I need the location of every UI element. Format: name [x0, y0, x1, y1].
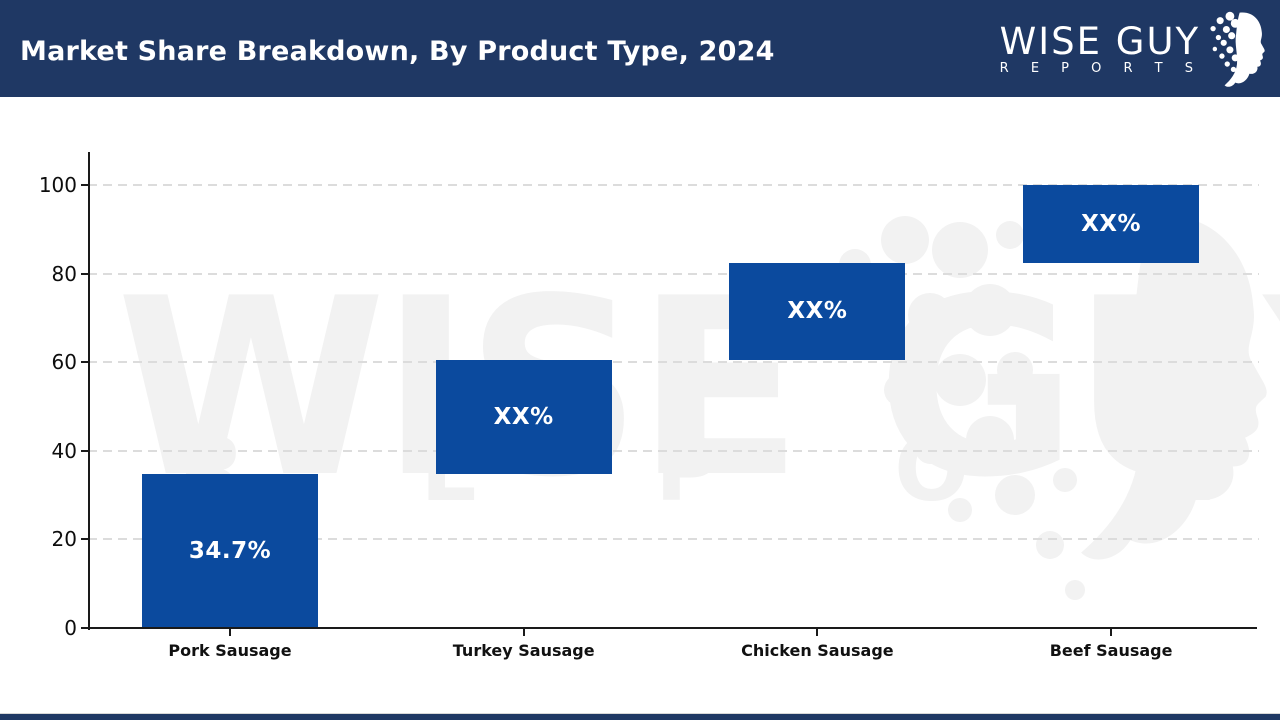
gridline-40 — [88, 449, 1259, 452]
x-tick-3 — [816, 628, 819, 636]
gridline-100 — [88, 184, 1259, 186]
header-bar: Market Share Breakdown, By Product Type,… — [0, 0, 1280, 97]
x-tick-label-pork-sausage: Pork Sausage — [168, 641, 292, 660]
y-tick-100 — [81, 184, 88, 186]
x-tick-label-chicken-sausage: Chicken Sausage — [741, 641, 894, 660]
x-tick-4 — [1110, 628, 1113, 636]
y-tick-label: 20 — [51, 527, 77, 551]
y-tick-label: 80 — [51, 261, 77, 286]
y-tick-0 — [81, 626, 88, 629]
x-tick-1 — [229, 628, 231, 636]
gridline-80 — [88, 272, 1259, 275]
y-tick-label: 100 — [38, 173, 77, 197]
footer-bar — [0, 714, 1280, 720]
brand-logo: WISE GUY R E P O R T S — [1000, 6, 1268, 92]
watermark-brand-subtext: R E P O R T S — [178, 418, 1280, 521]
y-axis-line — [88, 152, 90, 630]
x-tick-label-turkey-sausage: Turkey Sausage — [452, 641, 595, 660]
brand-name: WISE GUY — [999, 19, 1201, 63]
bar-value-label: 34.7% — [188, 537, 272, 564]
bar-chicken-sausage: XX% — [729, 262, 906, 360]
bar-value-label: XX% — [1081, 210, 1142, 237]
bar-pork-sausage: 34.7% — [142, 473, 318, 628]
gridline-60 — [88, 361, 1259, 363]
y-tick-40 — [81, 449, 88, 452]
y-tick-80 — [81, 272, 88, 275]
y-tick-label: 40 — [51, 438, 77, 463]
x-tick-label-beef-sausage: Beef Sausage — [1049, 641, 1173, 660]
x-axis-line — [88, 626, 1257, 629]
chart-title: Market Share Breakdown, By Product Type,… — [20, 36, 775, 67]
bar-beef-sausage: XX% — [1023, 185, 1200, 263]
gridline-20 — [88, 538, 1259, 540]
brand-head-icon — [1210, 11, 1265, 87]
x-tick-2 — [522, 628, 525, 636]
bar-turkey-sausage: XX% — [435, 359, 612, 474]
y-tick-20 — [81, 538, 88, 540]
y-tick-60 — [81, 361, 88, 363]
brand-subname: R E P O R T S — [999, 61, 1202, 77]
footer-divider — [0, 713, 1280, 714]
bar-value-label: XX% — [787, 298, 848, 325]
bar-value-label: XX% — [493, 403, 554, 430]
y-tick-label: 60 — [51, 350, 77, 374]
y-tick-label: 0 — [64, 615, 77, 640]
